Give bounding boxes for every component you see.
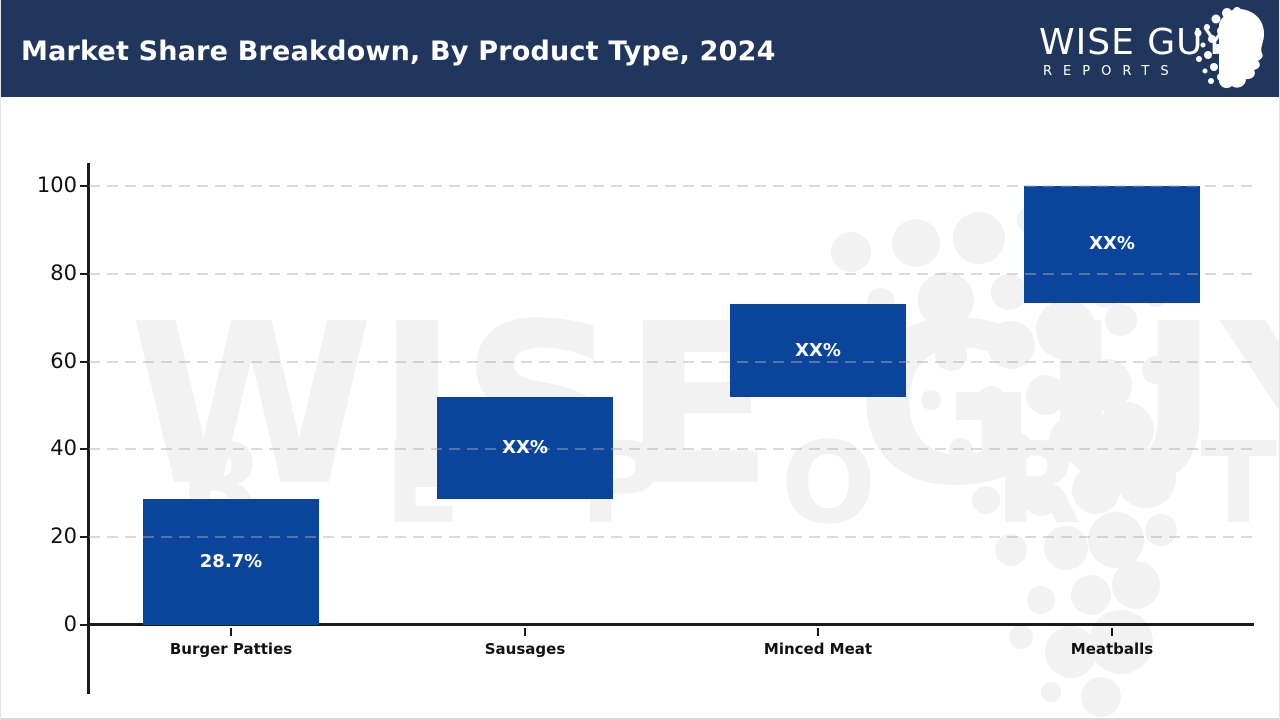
y-tick-label: 60 [50, 348, 77, 373]
category-label: Meatballs [1070, 640, 1154, 658]
gridline [89, 448, 1253, 451]
logo: WISE GUY REPORTS [1011, 6, 1269, 92]
y-tick-label: 40 [50, 436, 77, 461]
bar-value-label: 28.7% [199, 551, 263, 572]
gridline [89, 536, 1253, 539]
y-tick-mark [80, 360, 88, 363]
header-bar: Market Share Breakdown, By Product Type,… [1, 0, 1279, 97]
gridline [89, 272, 1253, 275]
y-tick-mark [80, 448, 88, 451]
bar-segment [143, 499, 319, 625]
x-axis-line [87, 623, 1254, 626]
gridline [89, 185, 1253, 187]
y-tick-mark [80, 185, 88, 187]
bar-value-label: XX% [1089, 233, 1135, 254]
category-label: Minced Meat [763, 640, 873, 658]
category-label: Burger Patties [169, 640, 293, 658]
gridline [89, 360, 1253, 363]
logo-subtitle: REPORTS [1043, 64, 1180, 79]
bar-segment [1024, 186, 1200, 303]
bar-value-label: XX% [795, 339, 841, 361]
x-tick-mark [524, 628, 526, 636]
waterfall-chart: WISE GUY R E P O R T S [1, 97, 1279, 718]
x-tick-mark [230, 628, 232, 636]
logo-wordmark: WISE GUY [1039, 22, 1227, 63]
bar-segment [730, 303, 906, 397]
y-tick-label: 80 [50, 260, 77, 285]
y-tick-label: 0 [63, 612, 77, 636]
bar-value-label: XX% [502, 436, 548, 458]
watermark-head-icon [831, 206, 1183, 717]
category-label: Sausages [484, 640, 566, 658]
x-tick-mark [817, 628, 819, 636]
y-tick-label: 20 [50, 524, 77, 549]
bar-segment [437, 396, 613, 499]
bottom-border [1, 718, 1279, 720]
y-axis-line [87, 163, 90, 694]
y-tick-mark [80, 272, 88, 275]
page-title: Market Share Breakdown, By Product Type,… [21, 36, 776, 67]
logo-head-icon [1194, 7, 1265, 89]
y-tick-label: 100 [36, 173, 77, 197]
y-tick-mark [80, 536, 88, 539]
y-tick-mark [80, 624, 88, 626]
x-tick-mark [1111, 628, 1113, 636]
